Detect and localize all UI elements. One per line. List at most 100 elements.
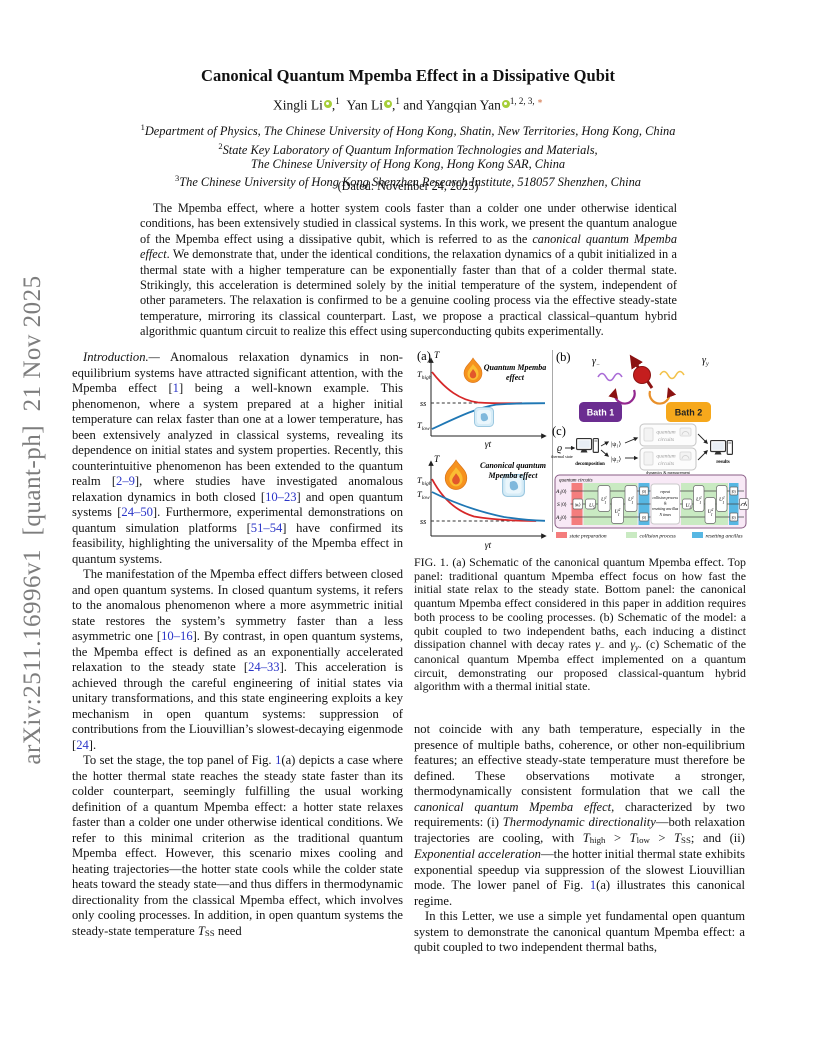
repeat-note-box: repeat collision process & resetting anc…: [650, 483, 680, 525]
svg-text:U2I: U2 I: [708, 508, 714, 517]
panel-b-model: (b) γ− γy Bath 1 Bath 2: [556, 350, 711, 422]
dynamics-measurement-label: dynamics & measurement: [646, 470, 691, 475]
legend-swatch-prep: [556, 532, 567, 538]
text-segment: γ: [630, 637, 636, 652]
affil-sup: 1: [140, 122, 145, 132]
bath2-label: Bath 2: [675, 408, 703, 418]
citation-link[interactable]: 10–23: [265, 489, 297, 504]
purple-wavy-decay-arrow: [597, 372, 623, 382]
footnote-star[interactable]: ∗: [536, 96, 543, 106]
svg-text:US: US: [589, 503, 595, 510]
t-low-label: Tlow: [417, 489, 430, 501]
citation-link[interactable]: 1: [275, 753, 282, 767]
gamma-minus-label: γ−: [592, 356, 600, 369]
paragraph: not coincide with any bath temperature, …: [414, 722, 745, 908]
svg-text:quantum: quantum: [656, 454, 675, 460]
text-segment: T: [674, 830, 682, 845]
author-comma: ,: [392, 97, 396, 113]
panel-a-label: (a): [417, 349, 431, 363]
citation-link[interactable]: 24: [76, 737, 89, 752]
text-segment: Introduction.—: [83, 350, 160, 364]
paragraph: In this Letter, we use a simple yet fund…: [414, 909, 745, 954]
x-axis-label: γt: [485, 541, 492, 551]
x-axis-label: γt: [485, 440, 492, 450]
hot-relaxation-curve: [431, 478, 537, 522]
rho-thermal-state: ϱ: [557, 443, 562, 454]
abstract: The Mpemba effect, where a hotter system…: [140, 201, 677, 339]
svg-text:U1I: U1 I: [719, 496, 725, 505]
text-segment: Thermodynamic directionality: [502, 815, 656, 829]
measurement-gate: [739, 498, 749, 510]
wire-a2-label: A2|0⟩: [555, 515, 567, 521]
psi-prep-gate: [572, 498, 583, 510]
legend-label-reset: resetting ancillas: [706, 533, 743, 539]
figure-panel-divider: [552, 350, 553, 532]
quantum-circuits-box-1: quantum circuits: [639, 423, 697, 447]
affil-sup: 3: [175, 173, 180, 184]
ice-cube-icon: [474, 407, 494, 427]
text-segment: T: [582, 830, 590, 845]
date-line: (Dated: November 24, 2025): [337, 179, 479, 193]
arxiv-watermark: arXiv:2511.16996v1 [quant-ph] 21 Nov 202…: [19, 275, 46, 765]
svg-text:US: US: [686, 503, 692, 510]
plot-title-line2: effect: [506, 373, 525, 382]
text-segment: −: [599, 643, 605, 653]
t-high-label: Thigh: [417, 475, 432, 487]
citation-link[interactable]: 1: [172, 381, 179, 395]
text-segment: low: [636, 835, 650, 846]
decomposition-label: decomposition: [575, 462, 605, 467]
y-axis-label: T: [434, 351, 440, 361]
affil-text: State Key Laboratory of Quantum Informat…: [222, 142, 598, 157]
text-segment: y: [635, 643, 639, 653]
svg-text:&: &: [664, 502, 667, 506]
text-segment: Exponential acceleration: [414, 847, 541, 861]
citation-link[interactable]: 51–54: [250, 520, 283, 535]
t-high-label: Thigh: [417, 369, 432, 381]
t-low-label: Tlow: [417, 420, 430, 432]
svg-text:circuits: circuits: [658, 437, 674, 443]
text-segment: canonical quantum Mpemba effect: [414, 799, 612, 814]
ss-label: ss: [420, 399, 426, 408]
figure-caption: FIG. 1. (a) Schematic of the canonical q…: [414, 555, 746, 694]
flame-icon: [463, 357, 483, 384]
citation-link[interactable]: 24–50: [121, 505, 153, 519]
svg-text:N times: N times: [658, 513, 671, 517]
psi2-ket: |ψ₂⟩: [611, 455, 622, 463]
computer-icon: [576, 438, 599, 454]
affiliation-line: 1Department of Physics, The Chinese Univ…: [0, 120, 816, 139]
citation-link[interactable]: 24–33: [248, 660, 280, 674]
reset-gates-1: |0⟩ |0⟩: [639, 486, 649, 522]
psi-prep-gate-label: |ψᵢ⟩: [575, 502, 581, 507]
author-name: Yan Li: [346, 97, 384, 113]
plot-title-line1: Canonical quantum: [480, 461, 546, 470]
bath1-label: Bath 1: [587, 408, 615, 418]
svg-text:U1I: U1 I: [696, 496, 702, 505]
citation-link[interactable]: 10–16: [161, 629, 193, 643]
citation-link[interactable]: 2–9: [116, 474, 135, 488]
svg-text:|0⟩: |0⟩: [732, 515, 737, 520]
panel-c-circuit: quantum circuits A1|0⟩ S |0⟩ A2|0⟩ |ψᵢ⟩ U…: [554, 474, 749, 539]
author-line: Xingli Li ,1 Yan Li ,1 and Yangqian Yan 1, …: [0, 96, 816, 114]
psi1-ket: |ψ₁⟩: [611, 440, 622, 448]
text-segment: SS: [681, 835, 691, 846]
legend-label-prep: state preparation: [570, 533, 607, 539]
gamma-y-label: γy: [702, 355, 709, 368]
left-column: Introduction.— Anomalous relaxation dyna…: [72, 350, 403, 940]
author-affil-sup: 1: [395, 96, 400, 106]
svg-text:repeat: repeat: [660, 490, 671, 494]
affiliation-line: 2State Key Laboratory of Quantum Informa…: [0, 139, 816, 158]
citation-link[interactable]: 1: [589, 878, 597, 892]
orcid-icon[interactable]: [501, 99, 510, 108]
plot-title-line1: Quantum Mpemba: [484, 363, 546, 372]
affil-sup: 2: [218, 140, 223, 151]
affil-text: The Chinese University of Hong Kong, Hon…: [250, 157, 566, 172]
flame-icon: [444, 459, 468, 491]
affil-text: The Chinese University of Hong Kong Shen…: [179, 175, 641, 190]
orcid-icon[interactable]: [323, 99, 332, 108]
text-segment: canonical quantum Mpemba effect: [140, 231, 677, 262]
circular-arrow-left: [608, 388, 636, 405]
svg-text:U1I: U1 I: [601, 496, 607, 505]
qubit: [633, 366, 651, 384]
orcid-icon[interactable]: [384, 99, 393, 108]
